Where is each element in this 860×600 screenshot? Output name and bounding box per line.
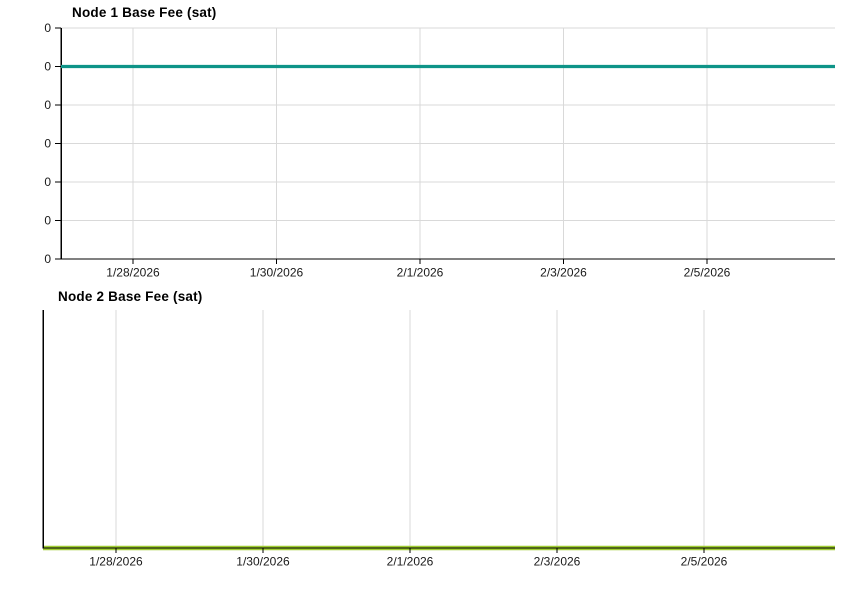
x-tick-label: 2/1/2026 <box>397 266 444 280</box>
y-tick-label: 0 <box>44 98 51 112</box>
x-tick-label: 1/30/2026 <box>236 555 290 569</box>
chart-title-node1: Node 1 Base Fee (sat) <box>72 5 217 20</box>
chart-node1: 0 0 0 0 0 0 0 1/28/2026 1/30/2026 2/1/2026 2/3/202… <box>44 21 835 280</box>
y-tick-label: 0 <box>44 60 51 74</box>
x-tick-label: 1/28/2026 <box>106 266 160 280</box>
x-tick-label: 2/5/2026 <box>681 555 728 569</box>
y-tick-label: 0 <box>44 214 51 228</box>
y-tick-label: 0 <box>44 175 51 189</box>
x-tick-label: 2/1/2026 <box>387 555 434 569</box>
x-tick-label: 2/5/2026 <box>684 266 731 280</box>
chart-title-node2: Node 2 Base Fee (sat) <box>58 289 203 304</box>
x-tick-label: 2/3/2026 <box>540 266 587 280</box>
y-tick-label: 0 <box>44 252 51 266</box>
chart-node2: 1/28/2026 1/30/2026 2/1/2026 2/3/2026 2/5/20… <box>42 310 835 569</box>
y-tick-label: 0 <box>44 137 51 151</box>
y-tick-label: 0 <box>44 21 51 35</box>
x-tick-label: 1/28/2026 <box>89 555 143 569</box>
x-tick-label: 2/3/2026 <box>534 555 581 569</box>
x-tick-label: 1/30/2026 <box>250 266 304 280</box>
